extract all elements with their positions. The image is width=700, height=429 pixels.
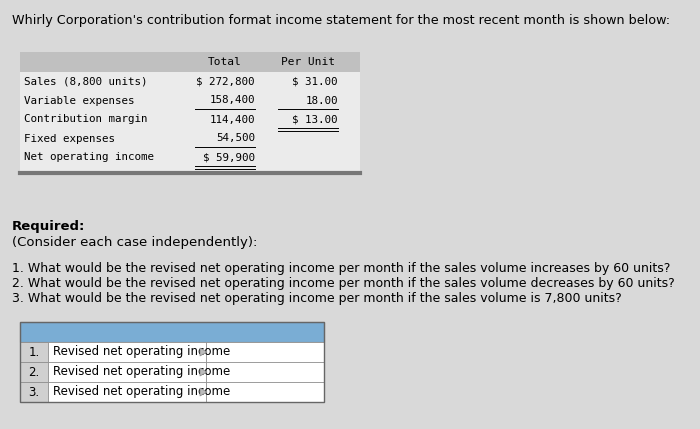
Text: Net operating income: Net operating income (24, 152, 154, 163)
Bar (48, 382, 206, 402)
Text: Whirly Corporation's contribution format income statement for the most recent mo: Whirly Corporation's contribution format… (12, 14, 670, 27)
Text: 18.00: 18.00 (305, 96, 338, 106)
Bar (20, 342, 48, 362)
Text: 54,500: 54,500 (216, 133, 255, 143)
Text: Revised net operating income: Revised net operating income (53, 366, 230, 378)
Text: Sales (8,800 units): Sales (8,800 units) (24, 76, 148, 87)
Polygon shape (200, 368, 207, 376)
Text: 114,400: 114,400 (209, 115, 255, 124)
Text: $ 59,900: $ 59,900 (203, 152, 255, 163)
Bar (20, 52, 360, 72)
Bar (206, 362, 324, 382)
Bar (20, 362, 48, 382)
Polygon shape (200, 388, 207, 396)
Polygon shape (200, 348, 207, 356)
Text: $ 31.00: $ 31.00 (293, 76, 338, 87)
Text: $ 272,800: $ 272,800 (197, 76, 255, 87)
Text: Required:: Required: (12, 220, 85, 233)
Bar (206, 342, 324, 362)
Bar (20, 52, 360, 173)
Text: $ 13.00: $ 13.00 (293, 115, 338, 124)
Text: 1.: 1. (29, 345, 40, 359)
Text: 2. What would be the revised net operating income per month if the sales volume : 2. What would be the revised net operati… (12, 277, 675, 290)
Text: Contribution margin: Contribution margin (24, 115, 148, 124)
Text: Revised net operating income: Revised net operating income (53, 345, 230, 359)
Text: 1. What would be the revised net operating income per month if the sales volume : 1. What would be the revised net operati… (12, 262, 671, 275)
Bar (20, 322, 324, 342)
Bar (206, 382, 324, 402)
Text: Variable expenses: Variable expenses (24, 96, 134, 106)
Text: 3. What would be the revised net operating income per month if the sales volume : 3. What would be the revised net operati… (12, 292, 622, 305)
Text: Fixed expenses: Fixed expenses (24, 133, 115, 143)
Bar (48, 342, 206, 362)
Bar (20, 382, 48, 402)
Text: 2.: 2. (29, 366, 40, 378)
Bar (20, 322, 324, 402)
Bar (48, 362, 206, 382)
Text: Total: Total (208, 57, 242, 67)
Text: Per Unit: Per Unit (281, 57, 335, 67)
Text: Revised net operating income: Revised net operating income (53, 386, 230, 399)
Text: 3.: 3. (29, 386, 40, 399)
Text: (Consider each case independently):: (Consider each case independently): (12, 236, 258, 249)
Text: 158,400: 158,400 (209, 96, 255, 106)
